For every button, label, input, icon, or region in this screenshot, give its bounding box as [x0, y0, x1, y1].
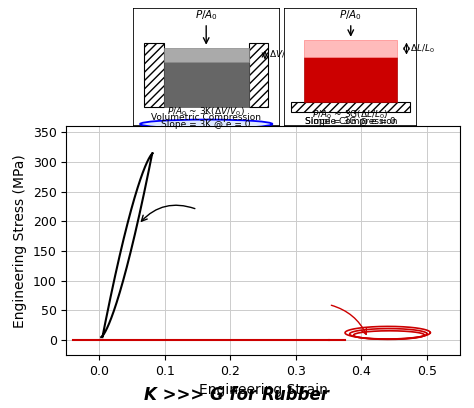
FancyBboxPatch shape	[284, 8, 417, 126]
FancyBboxPatch shape	[145, 43, 164, 107]
Text: $\Delta V/V_0$: $\Delta V/V_0$	[269, 49, 296, 61]
FancyBboxPatch shape	[304, 40, 397, 58]
Text: $P/A_0$: $P/A_0$	[195, 8, 218, 22]
Text: Volumetric Compression: Volumetric Compression	[151, 113, 261, 122]
Y-axis label: Engineering Stress (MPa): Engineering Stress (MPa)	[13, 154, 27, 328]
FancyBboxPatch shape	[249, 43, 268, 107]
FancyBboxPatch shape	[164, 62, 249, 107]
FancyBboxPatch shape	[164, 48, 249, 62]
Ellipse shape	[140, 120, 272, 129]
FancyBboxPatch shape	[291, 102, 410, 112]
Text: Slope = 3G @ e = 0: Slope = 3G @ e = 0	[305, 117, 396, 126]
Text: $\Delta L/L_0$: $\Delta L/L_0$	[410, 42, 435, 55]
Text: Simple Compression: Simple Compression	[304, 117, 397, 126]
FancyBboxPatch shape	[133, 8, 280, 126]
Text: $P/A_0$ ~ 3K($\Delta V/V_0$): $P/A_0$ ~ 3K($\Delta V/V_0$)	[167, 105, 245, 118]
X-axis label: Engineering Strain: Engineering Strain	[199, 383, 328, 397]
FancyBboxPatch shape	[304, 58, 397, 102]
Text: $P/A_0$: $P/A_0$	[339, 8, 362, 22]
Text: K >>> G for Rubber: K >>> G for Rubber	[145, 386, 329, 404]
Text: $P/A_0$ ~ 3G($\Delta L/L_0$): $P/A_0$ ~ 3G($\Delta L/L_0$)	[312, 109, 389, 121]
Text: Slope = 3K @ e = 0: Slope = 3K @ e = 0	[162, 120, 251, 129]
